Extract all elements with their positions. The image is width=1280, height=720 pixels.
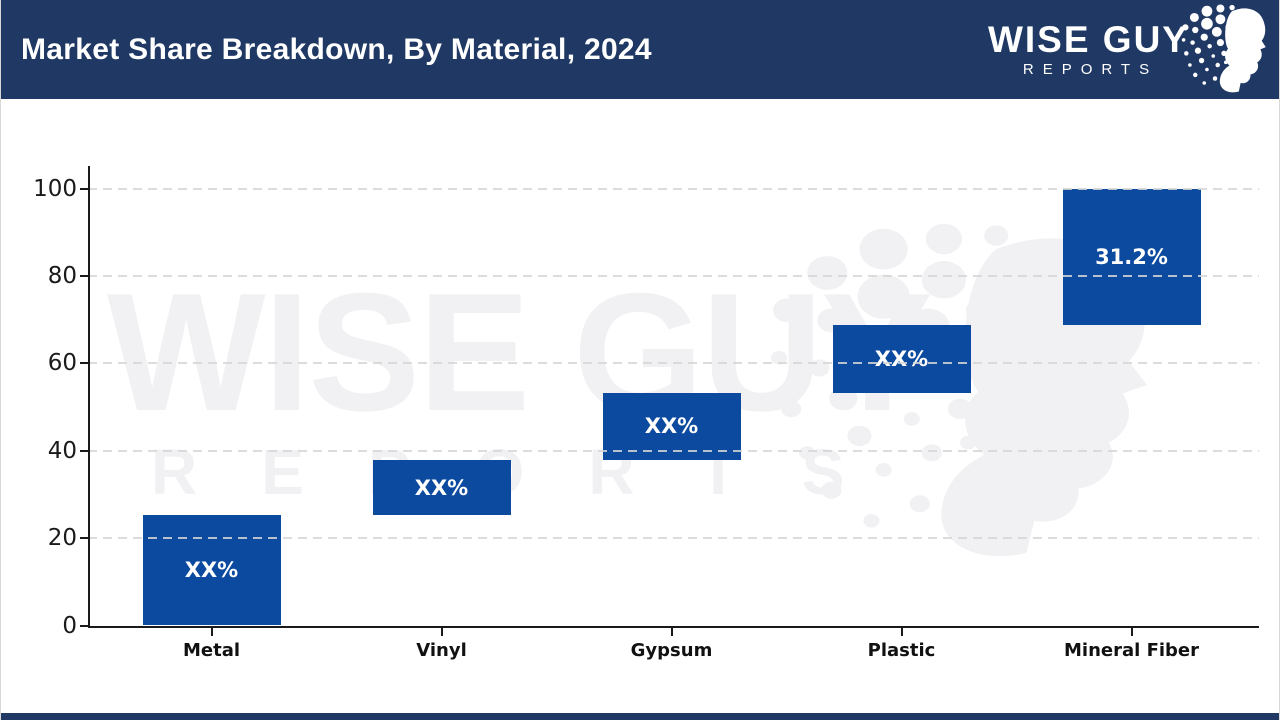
y-tick-mark [80,187,88,190]
y-tick-label: 40 [47,437,77,464]
x-tick-label: Vinyl [416,640,467,661]
brand-subtitle: REPORTS [1022,61,1159,78]
gridline [88,537,1259,540]
x-tick-mark [210,627,213,636]
gridline [88,187,1259,190]
bar-value-label: XX% [184,558,239,583]
brand-head-icon [1181,3,1266,92]
y-tick-label: 60 [47,350,77,377]
y-tick-label: 100 [33,175,77,202]
x-axis [88,625,1259,628]
gridline [88,274,1259,277]
y-tick-mark [80,362,88,365]
brand-wordmark: WISE GUY REPORTS [988,21,1189,78]
y-tick-label: 0 [62,612,77,639]
y-tick-label: 80 [47,262,77,289]
brand-logo: WISE GUY REPORTS [988,0,1269,99]
y-tick-mark [80,624,88,627]
page-title: Market Share Breakdown, By Material, 202… [21,32,652,66]
x-tick-label: Mineral Fiber [1064,640,1199,661]
bar-vinyl: XX% [372,460,511,515]
y-tick-label: 20 [47,525,77,552]
gridline [88,449,1259,452]
x-tick-mark [440,627,443,636]
bar-value-label: XX% [874,346,929,371]
bar-gypsum: XX% [602,392,741,461]
x-tick-label: Metal [182,640,241,661]
y-tick-mark [80,537,88,540]
y-axis [88,166,90,628]
brand-name: WISE GUY [987,19,1189,60]
x-tick-label: Gypsum [630,640,713,661]
footer-bar [1,713,1279,720]
header-bar: Market Share Breakdown, By Material, 202… [1,0,1279,99]
x-tick-label: Plastic [867,640,936,661]
y-tick-mark [80,449,88,452]
x-tick-mark [900,627,903,636]
y-tick-mark [80,274,88,277]
bar-value-label: XX% [414,475,469,500]
x-tick-mark [1130,627,1133,636]
bar-value-label: XX% [644,414,699,439]
x-tick-mark [670,627,673,636]
gridline [88,362,1259,365]
bar-value-label: 31.2% [1095,244,1168,269]
bar-mineral-fiber: 31.2% [1062,188,1201,325]
bar-plastic: XX% [832,324,971,393]
bar-metal: XX% [142,514,281,626]
